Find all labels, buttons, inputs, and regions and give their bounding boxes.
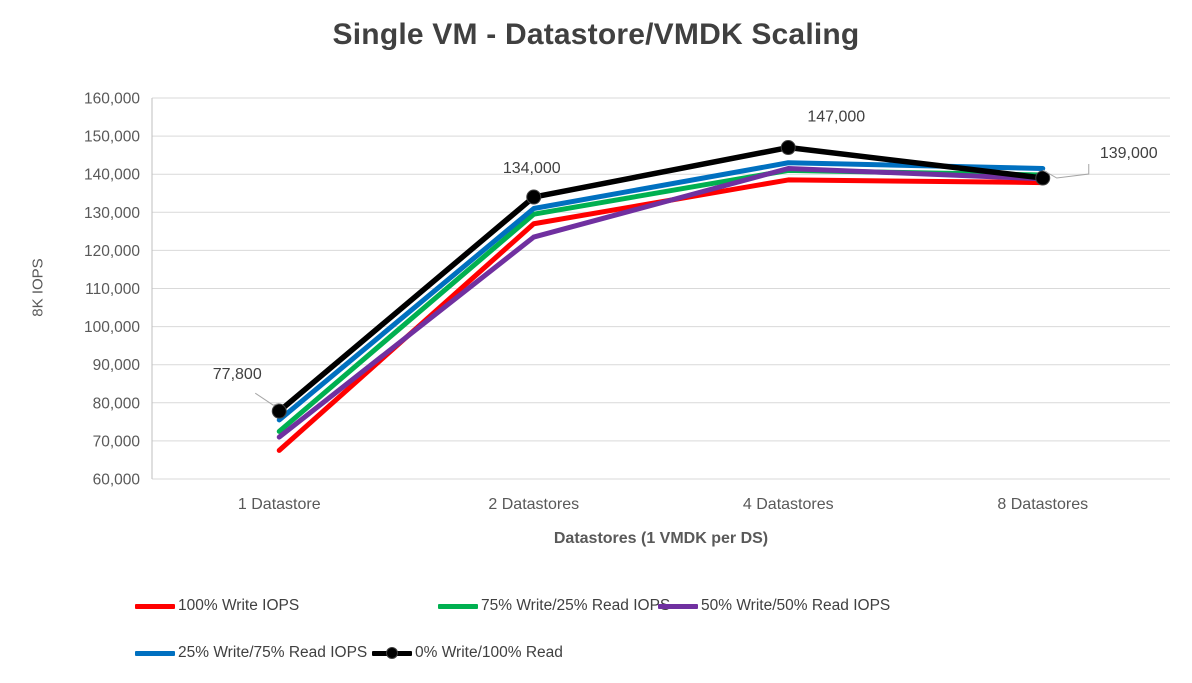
legend-label: 0% Write/100% Read: [415, 644, 563, 661]
legend-swatch-line: [438, 604, 478, 609]
series-marker-4-2: [780, 140, 796, 156]
legend-item-0: 100% Write IOPS: [135, 597, 299, 615]
legend-label: 50% Write/50% Read IOPS: [701, 597, 891, 614]
series-marker-4-3: [1035, 170, 1051, 186]
legend-item-2: 50% Write/50% Read IOPS: [658, 597, 890, 615]
data-label: 134,000: [503, 160, 561, 177]
legend-label: 25% Write/75% Read IOPS: [178, 644, 368, 661]
y-tick-label: 110,000: [85, 281, 140, 298]
legend-swatch: [372, 646, 412, 660]
data-label-leader: [1042, 164, 1090, 179]
legend-item-3: 25% Write/75% Read IOPS: [135, 644, 367, 662]
y-tick-label: 120,000: [84, 243, 140, 260]
legend-label: 100% Write IOPS: [178, 597, 300, 614]
y-tick-label: 150,000: [84, 129, 140, 146]
x-category-label: 8 Datastores: [997, 496, 1088, 513]
y-tick-label: 140,000: [84, 167, 140, 184]
data-label: 139,000: [1100, 145, 1158, 162]
series-line-1: [276, 167, 1046, 434]
legend-swatch: [658, 599, 698, 613]
series-line-3: [276, 160, 1046, 423]
series-line-4: [276, 144, 1046, 414]
y-tick-label: 70,000: [93, 433, 141, 450]
y-tick-label: 90,000: [93, 357, 141, 374]
y-tick-label: 100,000: [84, 319, 140, 336]
legend-swatch-line: [658, 604, 698, 609]
x-category-label: 1 Datastore: [238, 496, 321, 513]
legend-swatch: [438, 599, 478, 613]
y-tick-label: 80,000: [93, 395, 141, 412]
legend-marker-dot: [386, 647, 398, 659]
chart-title: Single VM - Datastore/VMDK Scaling: [332, 18, 860, 51]
data-label: 147,000: [807, 109, 865, 126]
y-tick-label: 160,000: [84, 91, 140, 108]
series-line-2: [276, 165, 1046, 440]
data-label-leader: [254, 392, 280, 406]
series-marker-4-1: [526, 189, 542, 205]
x-category-label: 2 Datastores: [488, 496, 579, 513]
legend-swatch-line: [372, 651, 412, 656]
y-tick-label: 130,000: [84, 205, 140, 222]
legend-item-4: 0% Write/100% Read: [372, 644, 563, 662]
chart-plot-area: 60,000 70,000 80,000 90,000 100,000 110,000 12…: [84, 91, 1170, 513]
series-marker-4-0: [271, 403, 287, 419]
data-label: 77,800: [213, 366, 262, 383]
legend-label: 75% Write/25% Read IOPS: [481, 597, 671, 614]
legend-swatch-line: [135, 604, 175, 609]
x-category-label: 4 Datastores: [743, 496, 834, 513]
y-tick-label: 60,000: [93, 472, 141, 489]
legend-swatch-line: [135, 651, 175, 656]
x-axis-title: Datastores (1 VMDK per DS): [553, 530, 769, 547]
legend-swatch: [135, 599, 175, 613]
legend-swatch: [135, 646, 175, 660]
legend-item-1: 75% Write/25% Read IOPS: [438, 597, 670, 615]
